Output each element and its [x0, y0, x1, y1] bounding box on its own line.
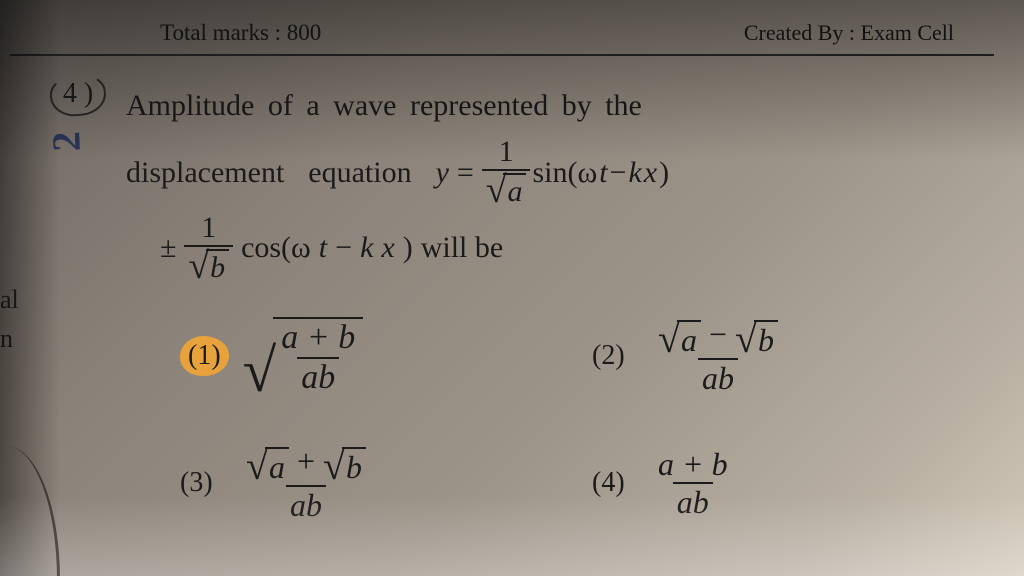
sqrt-a: √a: [658, 320, 701, 356]
numerator: a + b: [277, 321, 359, 357]
option-4-expression: a + b ab: [654, 448, 732, 518]
cos-open: cos(ω: [241, 231, 311, 265]
var-a: a: [677, 320, 701, 356]
radical-icon: √: [243, 349, 277, 395]
equals: =: [451, 141, 480, 204]
edge-text-al: al: [0, 280, 19, 319]
minus: −: [335, 231, 352, 265]
option-number: (2): [592, 340, 640, 372]
numerator: a + b: [654, 448, 732, 482]
handwritten-mark: 2: [42, 131, 90, 153]
minus: −: [610, 141, 627, 204]
numerator: √a − √b: [654, 318, 782, 358]
fraction: a + b ab: [277, 321, 359, 395]
numerator: √a + √b: [242, 445, 370, 485]
var-x: x: [644, 141, 657, 204]
question-block: 4 ) 2 Amplitude of a wave represented by…: [10, 56, 994, 521]
will-be-text: will be: [421, 231, 504, 265]
fraction-1-over-sqrt-b: 1 √ b: [184, 213, 233, 283]
var-k: k: [360, 231, 373, 265]
edge-text-n: n: [0, 319, 19, 358]
denominator: ab: [698, 358, 738, 394]
denominator: ab: [286, 485, 326, 521]
denominator: √ a: [482, 169, 531, 207]
var-y: y: [436, 141, 449, 204]
question-first-line: 4 ) 2 Amplitude of a wave represented by…: [50, 74, 984, 207]
var-b: b: [342, 447, 366, 483]
question-number: 4 ) 2: [50, 74, 106, 110]
circle-mark-icon: [48, 71, 108, 119]
var-b: b: [206, 249, 229, 283]
var-t: t: [599, 141, 607, 204]
option-1-expression: √ a + b ab: [243, 317, 364, 395]
plus: +: [297, 443, 323, 479]
option-3-expression: √a + √b ab: [242, 445, 370, 521]
var-t: t: [319, 231, 327, 265]
total-marks: Total marks : 800: [160, 20, 321, 46]
var-a: a: [503, 173, 526, 207]
var-k: k: [628, 141, 641, 204]
plus-minus: ±: [160, 231, 176, 265]
denominator: ab: [673, 482, 713, 518]
sqrt-b: √b: [735, 320, 778, 356]
word: wave: [333, 89, 396, 122]
option-1[interactable]: (1) √ a + b ab: [180, 317, 512, 395]
equation-line-2: ± 1 √ b cos(ωt − kx) will be: [50, 213, 984, 283]
option-2-expression: √a − √b ab: [654, 318, 782, 394]
word: a: [306, 89, 319, 122]
left-edge-text: al n: [0, 280, 19, 358]
question-text: Amplitude of a wave represented by the d…: [126, 74, 984, 207]
radicand: a + b ab: [273, 317, 363, 395]
var-b: b: [754, 320, 778, 356]
word: the: [605, 89, 642, 122]
sqrt-a: √ a: [486, 173, 527, 207]
created-by: Created By : Exam Cell: [744, 20, 954, 46]
denominator: ab: [297, 357, 339, 395]
var-a: a: [265, 447, 289, 483]
close-paren: ): [403, 231, 413, 265]
sin-open: sin(ω: [532, 141, 597, 204]
option-number: (3): [180, 467, 228, 499]
header-row: Total marks : 800 Created By : Exam Cell: [10, 20, 994, 56]
exam-page: Total marks : 800 Created By : Exam Cell…: [0, 0, 1024, 576]
sqrt-b: √b: [323, 447, 366, 483]
option-number: (1): [180, 336, 229, 376]
word: equation: [308, 141, 411, 204]
word: Amplitude: [126, 89, 254, 122]
option-4[interactable]: (4) a + b ab: [592, 445, 924, 521]
equation-part: y = 1 √ a sin(ωt − kx): [436, 137, 670, 207]
close-paren: ): [659, 141, 669, 204]
denominator: √ b: [184, 245, 233, 283]
word: represented: [410, 89, 548, 122]
options-grid: (1) √ a + b ab (2) √a −: [50, 283, 984, 521]
sqrt-b: √ b: [188, 249, 229, 283]
var-x: x: [381, 231, 394, 265]
fraction-1-over-sqrt-a: 1 √ a: [482, 137, 531, 207]
sqrt-a: √a: [246, 447, 289, 483]
numerator: 1: [495, 137, 518, 169]
word: of: [268, 89, 293, 122]
option-number: (4): [592, 467, 640, 499]
option-3[interactable]: (3) √a + √b ab: [180, 445, 512, 521]
word: by: [562, 89, 592, 122]
minus: −: [709, 316, 735, 352]
numerator: 1: [197, 213, 220, 245]
word: displacement: [126, 141, 284, 204]
option-2[interactable]: (2) √a − √b ab: [592, 317, 924, 395]
